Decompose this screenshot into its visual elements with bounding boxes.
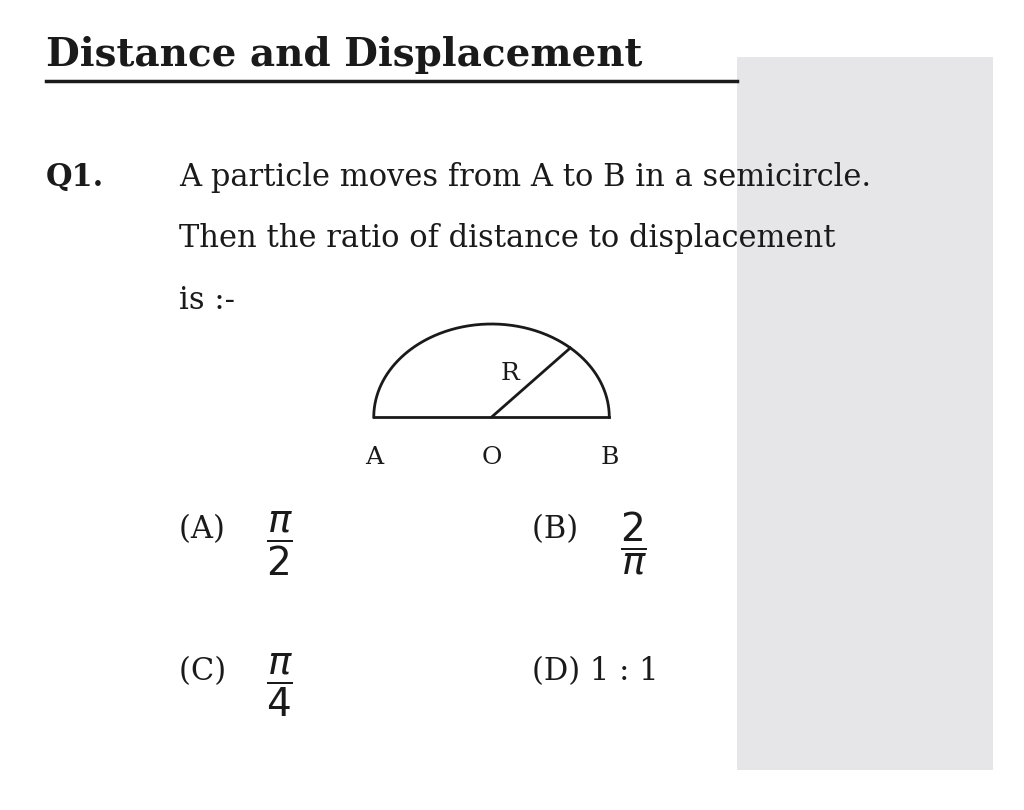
Text: (B): (B) — [532, 514, 589, 545]
Text: $\dfrac{\pi}{2}$: $\dfrac{\pi}{2}$ — [266, 510, 293, 578]
Text: Q1.: Q1. — [46, 162, 104, 193]
Text: is :-: is :- — [179, 285, 236, 316]
Text: (C): (C) — [179, 656, 237, 687]
FancyBboxPatch shape — [737, 57, 993, 770]
Text: Then the ratio of distance to displacement: Then the ratio of distance to displaceme… — [179, 223, 836, 254]
Text: B: B — [600, 446, 618, 468]
Text: A particle moves from A to B in a semicircle.: A particle moves from A to B in a semici… — [179, 162, 871, 193]
Text: $\dfrac{2}{\pi}$: $\dfrac{2}{\pi}$ — [620, 510, 646, 578]
Text: R: R — [501, 361, 519, 385]
Text: $\dfrac{\pi}{4}$: $\dfrac{\pi}{4}$ — [266, 652, 293, 719]
Text: Distance and Displacement: Distance and Displacement — [46, 36, 642, 75]
Text: (D) 1 : 1: (D) 1 : 1 — [532, 656, 659, 687]
Text: (A): (A) — [179, 514, 234, 545]
Text: O: O — [481, 446, 502, 468]
Text: A: A — [365, 446, 383, 468]
